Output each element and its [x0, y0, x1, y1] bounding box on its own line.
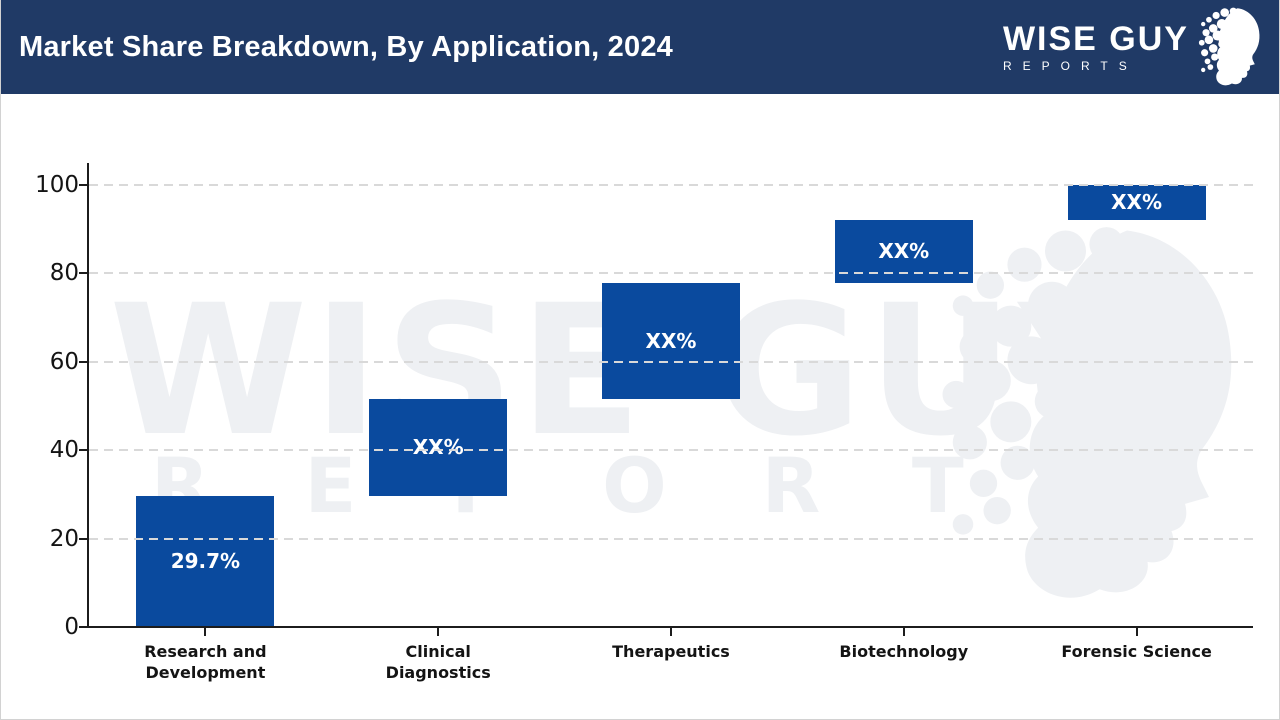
y-gridline	[89, 184, 1253, 187]
x-category-label: Clinical Diagnostics	[385, 642, 491, 682]
bar-value-label: XX%	[878, 239, 930, 264]
x-axis-tick	[437, 628, 440, 636]
x-category-label: Biotechnology	[839, 642, 969, 661]
page-title: Market Share Breakdown, By Application, …	[19, 30, 673, 63]
brand-logo: WISE GUY REPORTS	[1003, 4, 1267, 90]
y-axis-tick	[79, 449, 89, 452]
y-gridline	[89, 449, 1253, 452]
header: Market Share Breakdown, By Application, …	[1, 0, 1279, 94]
y-gridline	[89, 272, 1253, 275]
y-gridline	[89, 537, 1253, 540]
y-gridline	[89, 360, 1253, 363]
x-category-label: Research and Development	[144, 642, 267, 682]
y-axis-tick-label: 40	[49, 437, 79, 464]
x-axis-tick	[902, 628, 905, 636]
bar-segment: XX%	[602, 282, 740, 399]
y-axis-tick-label: 80	[49, 260, 79, 287]
x-category-label: Forensic Science	[1061, 642, 1212, 661]
y-axis-tick-label: 20	[49, 525, 79, 552]
x-axis-tick	[670, 628, 672, 636]
y-axis-tick-label: 100	[35, 172, 79, 199]
brand-reports-text: REPORTS	[1002, 58, 1138, 73]
y-axis-tick-label: 0	[64, 614, 79, 640]
watermark-reports-text: REPORTS	[151, 441, 1209, 530]
y-axis-tick	[79, 537, 89, 540]
bar-segment: XX%	[834, 219, 973, 283]
y-axis-tick	[79, 360, 89, 363]
bar-value-label: 29.7%	[170, 549, 241, 574]
y-axis-tick	[79, 626, 89, 628]
y-axis-line	[87, 163, 89, 628]
bar-segment: 29.7%	[136, 495, 275, 627]
x-axis-line	[87, 626, 1253, 628]
brand-logo-text: WISE GUY REPORTS	[1003, 21, 1189, 74]
bar-value-label: XX%	[412, 435, 464, 460]
y-axis-tick	[79, 184, 89, 187]
brand-wordmark: WISE GUY	[1002, 19, 1189, 58]
x-axis-tick	[1135, 628, 1138, 636]
bar-segment: XX%	[369, 398, 508, 496]
y-axis-tick-label: 60	[49, 348, 79, 375]
bar-value-label: XX%	[645, 328, 697, 353]
bar-value-label: XX%	[1111, 190, 1163, 215]
bar-segment: XX%	[1067, 185, 1206, 220]
x-category-label: Therapeutics	[612, 642, 730, 661]
x-axis-tick	[204, 628, 207, 636]
y-axis-tick	[79, 272, 89, 275]
logo-face-icon	[1198, 7, 1260, 86]
